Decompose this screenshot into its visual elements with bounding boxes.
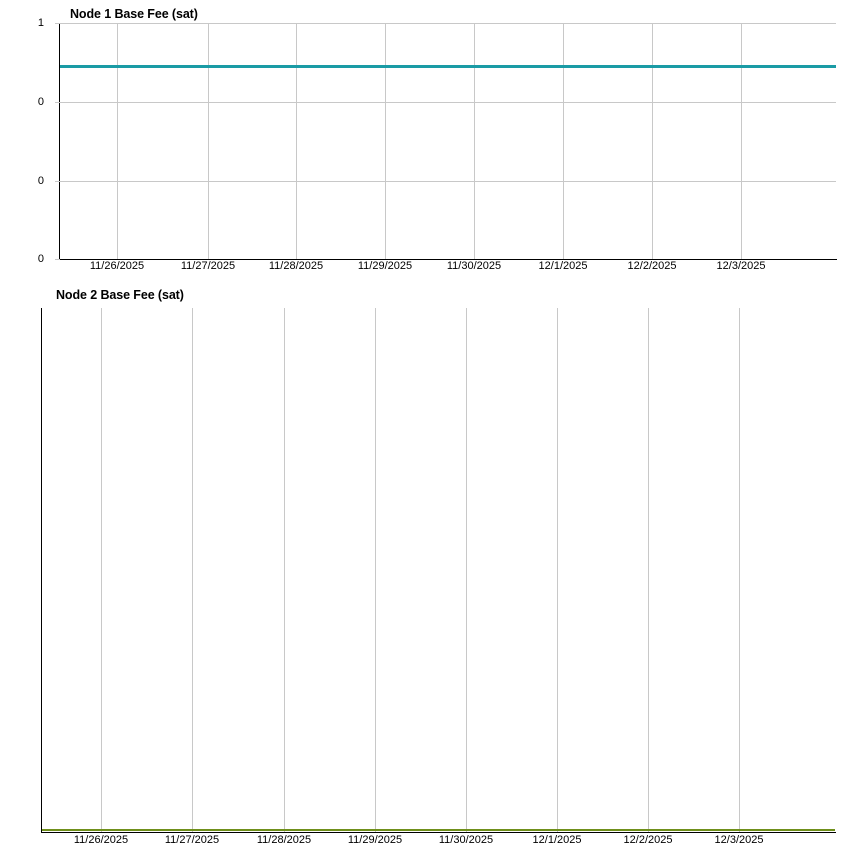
chart-1-ytick-label-2: 0 (37, 175, 44, 187)
chart-2-xtick-label-2: 11/28/2025 (256, 834, 312, 846)
chart-2-series-line (42, 829, 835, 831)
chart-1-ytick-mark-3 (55, 259, 60, 260)
chart-2-xtick-label-3: 11/29/2025 (347, 834, 403, 846)
chart-2-plot-area (41, 308, 836, 833)
chart-1-gridline-v-1 (208, 23, 209, 259)
chart-1-gridline-v-2 (296, 23, 297, 259)
chart-2-xtick-label-7: 12/3/2025 (714, 834, 764, 846)
chart-1-xtick-label-7: 12/3/2025 (716, 260, 766, 272)
chart-1-series-line (60, 65, 836, 68)
chart-2-xtick-label-1: 11/27/2025 (164, 834, 220, 846)
chart-1-ytick-mark-2 (55, 181, 60, 182)
chart-1-gridline-h-1 (60, 102, 836, 103)
chart-2-gridline-v-6 (648, 308, 649, 832)
chart-2-xtick-label-4: 11/30/2025 (438, 834, 494, 846)
chart-node-1-base-fee: Node 1 Base Fee (sat) 1 0 0 0 (0, 0, 860, 280)
chart-2-gridline-v-0 (101, 308, 102, 832)
chart-2-gridline-v-1 (192, 308, 193, 832)
chart-1-y-axis-line (59, 23, 60, 260)
chart-1-gridline-v-7 (741, 23, 742, 259)
chart-node-2-base-fee: Node 2 Base Fee (sat) 11/26/2025 11/27/2… (0, 282, 860, 846)
chart-1-xtick-label-5: 12/1/2025 (538, 260, 588, 272)
chart-2-gridline-v-7 (739, 308, 740, 832)
chart-2-xtick-label-6: 12/2/2025 (623, 834, 673, 846)
chart-1-ytick-label-1: 0 (37, 96, 44, 108)
chart-1-gridline-h-0 (60, 23, 836, 24)
chart-2-gridline-v-4 (466, 308, 467, 832)
chart-2-xtick-label-0: 11/26/2025 (73, 834, 129, 846)
chart-1-gridline-v-4 (474, 23, 475, 259)
chart-1-ytick-mark-1 (55, 102, 60, 103)
chart-1-xtick-label-0: 11/26/2025 (89, 260, 145, 272)
chart-1-x-axis-line (59, 259, 837, 260)
chart-1-gridline-v-3 (385, 23, 386, 259)
chart-1-xtick-label-1: 11/27/2025 (180, 260, 236, 272)
chart-1-xtick-label-6: 12/2/2025 (627, 260, 677, 272)
chart-2-x-axis-line (41, 832, 836, 833)
chart-2-title: Node 2 Base Fee (sat) (56, 288, 184, 302)
chart-2-gridline-v-5 (557, 308, 558, 832)
chart-1-plot-area (55, 23, 837, 260)
chart-2-y-axis-line (41, 308, 42, 833)
chart-1-xtick-label-4: 11/30/2025 (446, 260, 502, 272)
chart-1-gridline-v-5 (563, 23, 564, 259)
chart-1-xtick-label-2: 11/28/2025 (268, 260, 324, 272)
chart-2-gridline-v-3 (375, 308, 376, 832)
chart-1-title: Node 1 Base Fee (sat) (70, 7, 198, 21)
chart-1-ytick-label-3: 0 (37, 253, 44, 265)
chart-2-gridline-v-2 (284, 308, 285, 832)
chart-1-gridline-v-0 (117, 23, 118, 259)
chart-1-ytick-label-0: 1 (37, 17, 44, 29)
chart-1-gridline-h-2 (60, 181, 836, 182)
chart-1-ytick-mark-0 (55, 23, 60, 24)
chart-1-gridline-v-6 (652, 23, 653, 259)
chart-2-xtick-label-5: 12/1/2025 (532, 834, 582, 846)
chart-1-xtick-label-3: 11/29/2025 (357, 260, 413, 272)
